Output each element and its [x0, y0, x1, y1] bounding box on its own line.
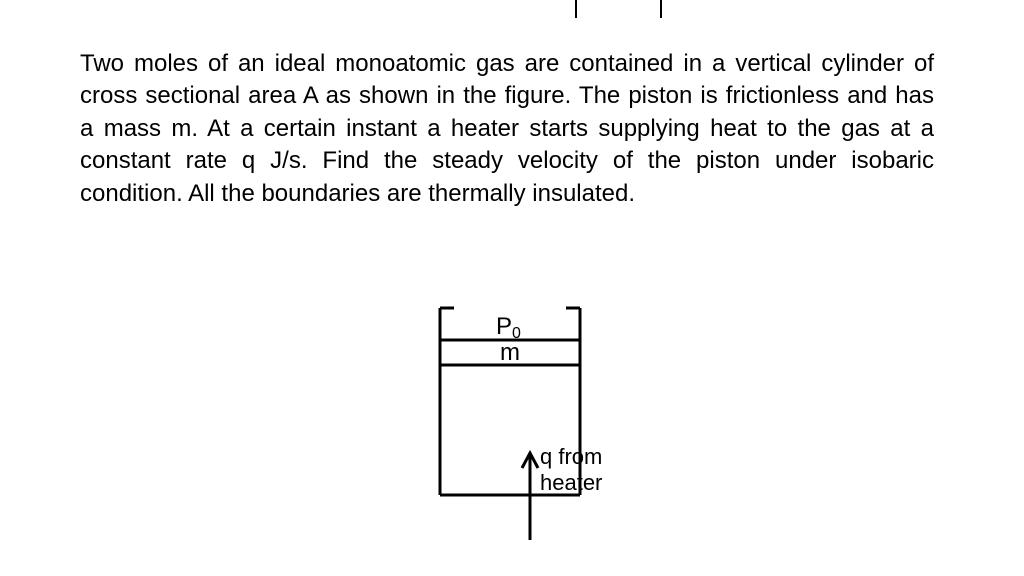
problem-container: Two moles of an ideal monoatomic gas are… [80, 48, 934, 210]
diagram-svg: P 0 m q from heater [430, 300, 690, 560]
heat-label-line2: heater [540, 470, 602, 495]
cylinder-diagram: P 0 m q from heater [430, 300, 690, 560]
pressure-p: P [496, 313, 512, 340]
mass-label: m [500, 339, 520, 366]
problem-text: Two moles of an ideal monoatomic gas are… [80, 48, 934, 210]
pressure-label: P [496, 313, 512, 340]
heat-label-line1: q from [540, 444, 602, 469]
top-tick-1 [575, 0, 577, 18]
top-tick-2 [660, 0, 662, 18]
